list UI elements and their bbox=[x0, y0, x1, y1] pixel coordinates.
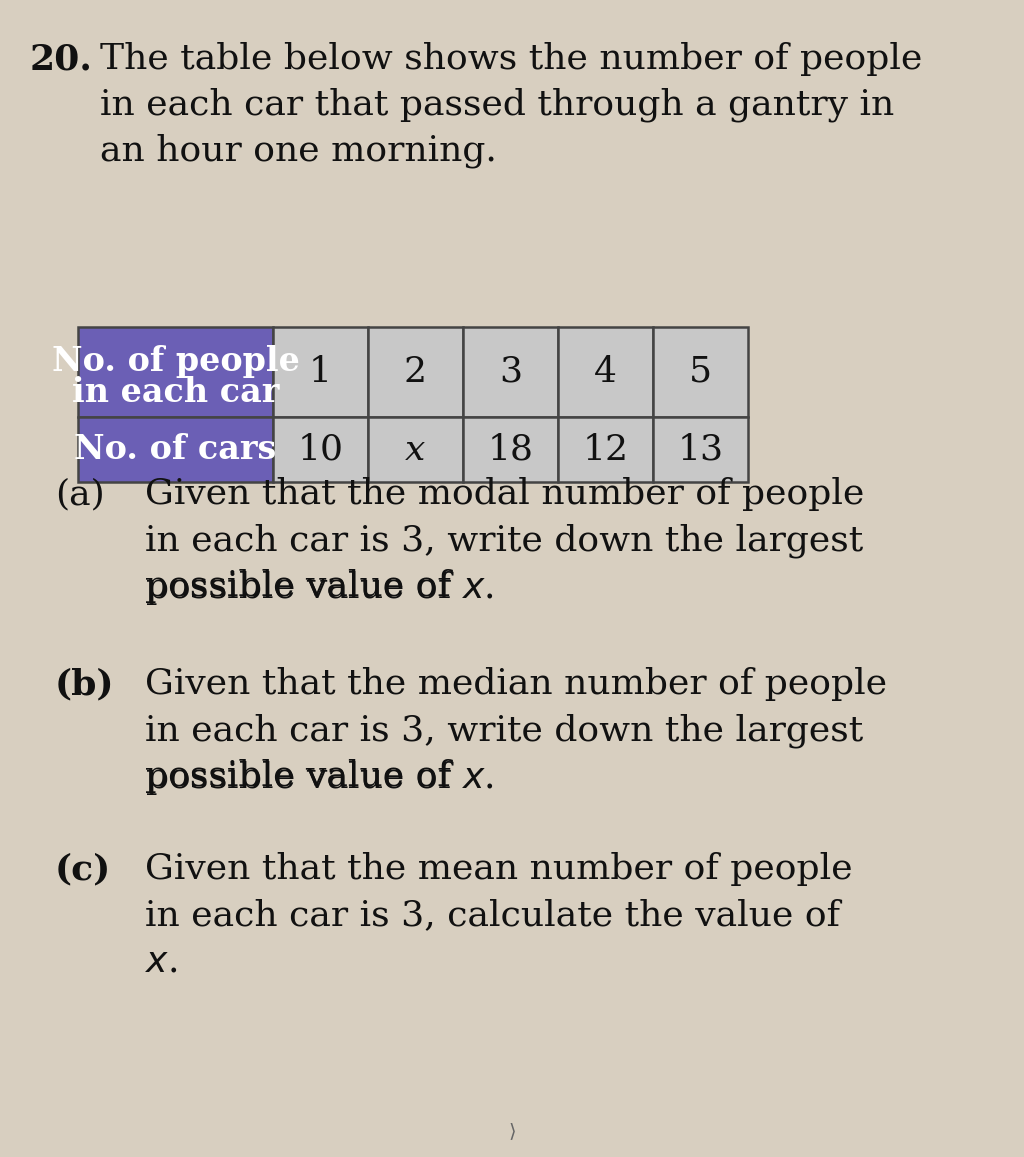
Text: No. of cars: No. of cars bbox=[75, 433, 276, 466]
Bar bbox=[273, 417, 368, 482]
Text: Given that the mean number of people: Given that the mean number of people bbox=[145, 852, 853, 886]
Bar bbox=[653, 417, 748, 482]
Text: No. of people: No. of people bbox=[51, 346, 299, 378]
Text: x: x bbox=[406, 433, 426, 466]
Bar bbox=[78, 327, 273, 417]
Text: 3: 3 bbox=[499, 355, 522, 389]
Text: 12: 12 bbox=[583, 433, 629, 466]
Bar bbox=[78, 417, 273, 482]
Text: (c): (c) bbox=[55, 852, 112, 886]
Text: possible value of $x$.: possible value of $x$. bbox=[145, 759, 494, 797]
Text: Given that the median number of people: Given that the median number of people bbox=[145, 666, 887, 701]
Bar bbox=[368, 417, 463, 482]
Text: in each car that passed through a gantry in: in each car that passed through a gantry… bbox=[100, 88, 894, 123]
Text: 18: 18 bbox=[487, 433, 534, 466]
Text: The table below shows the number of people: The table below shows the number of peop… bbox=[100, 42, 923, 76]
Bar bbox=[558, 417, 653, 482]
Text: an hour one morning.: an hour one morning. bbox=[100, 134, 497, 169]
Text: in each car is 3, calculate the value of: in each car is 3, calculate the value of bbox=[145, 898, 840, 933]
Text: possible value of: possible value of bbox=[145, 759, 462, 793]
Bar bbox=[368, 327, 463, 417]
Text: possible value of: possible value of bbox=[145, 569, 462, 603]
Bar bbox=[653, 327, 748, 417]
Bar bbox=[463, 417, 558, 482]
Text: Given that the modal number of people: Given that the modal number of people bbox=[145, 477, 864, 511]
Text: 13: 13 bbox=[678, 433, 724, 466]
Bar bbox=[558, 327, 653, 417]
Text: 20.: 20. bbox=[30, 42, 93, 76]
Text: (a): (a) bbox=[55, 477, 104, 511]
Text: (b): (b) bbox=[55, 666, 115, 701]
Text: in each car is 3, write down the largest: in each car is 3, write down the largest bbox=[145, 523, 863, 558]
Text: 5: 5 bbox=[689, 355, 712, 389]
Text: $x$.: $x$. bbox=[145, 944, 177, 978]
Text: 2: 2 bbox=[404, 355, 427, 389]
Text: in each car is 3, write down the largest: in each car is 3, write down the largest bbox=[145, 713, 863, 747]
Bar bbox=[273, 327, 368, 417]
Text: possible value of $x$.: possible value of $x$. bbox=[145, 569, 494, 607]
Bar bbox=[463, 327, 558, 417]
Text: in each car: in each car bbox=[72, 376, 280, 408]
Text: 10: 10 bbox=[298, 433, 343, 466]
Text: 4: 4 bbox=[594, 355, 617, 389]
Text: $\rangle$: $\rangle$ bbox=[508, 1121, 516, 1142]
Text: 1: 1 bbox=[309, 355, 332, 389]
